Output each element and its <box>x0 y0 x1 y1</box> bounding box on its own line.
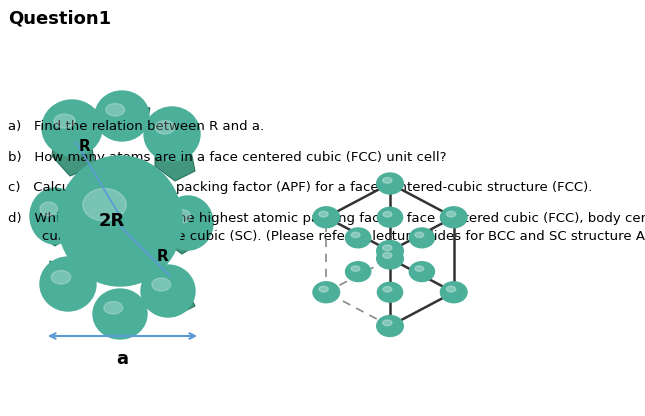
Ellipse shape <box>54 114 75 128</box>
Ellipse shape <box>93 289 147 339</box>
Ellipse shape <box>95 91 149 141</box>
Ellipse shape <box>104 302 123 314</box>
Ellipse shape <box>319 211 328 217</box>
Ellipse shape <box>141 265 195 317</box>
Ellipse shape <box>410 262 435 282</box>
Ellipse shape <box>415 232 424 238</box>
Ellipse shape <box>163 196 213 250</box>
Text: c)   Calculate the atomic packing factor (APF) for a face centered-cubic structu: c) Calculate the atomic packing factor (… <box>8 181 592 194</box>
Ellipse shape <box>441 282 467 303</box>
Ellipse shape <box>83 188 126 221</box>
Text: d)   Which structure has the highest atomic packing factor: face centered cubic : d) Which structure has the highest atomi… <box>8 212 645 225</box>
Ellipse shape <box>446 286 456 292</box>
Ellipse shape <box>351 266 360 271</box>
Ellipse shape <box>377 240 403 261</box>
Ellipse shape <box>319 286 328 292</box>
Ellipse shape <box>346 262 371 282</box>
Ellipse shape <box>415 266 424 271</box>
Text: R: R <box>78 139 90 154</box>
Ellipse shape <box>30 188 80 244</box>
Text: a: a <box>117 350 128 368</box>
Ellipse shape <box>382 245 392 251</box>
Ellipse shape <box>144 107 200 161</box>
Ellipse shape <box>313 207 339 228</box>
Ellipse shape <box>377 282 402 302</box>
Ellipse shape <box>446 211 456 217</box>
Ellipse shape <box>383 212 392 217</box>
Ellipse shape <box>377 316 403 337</box>
Ellipse shape <box>58 156 182 286</box>
Ellipse shape <box>382 178 392 183</box>
Polygon shape <box>150 271 195 316</box>
Polygon shape <box>95 300 148 328</box>
Ellipse shape <box>42 100 102 156</box>
Ellipse shape <box>346 228 371 248</box>
Ellipse shape <box>441 207 467 228</box>
Ellipse shape <box>313 282 339 303</box>
Text: Question1: Question1 <box>8 10 111 28</box>
Text: cubic (BCC) or simple cubic (SC). (Please refer to lecture slides for BCC and SC: cubic (BCC) or simple cubic (SC). (Pleas… <box>8 230 645 243</box>
Polygon shape <box>40 204 72 246</box>
Polygon shape <box>168 214 198 254</box>
Ellipse shape <box>382 320 392 326</box>
Polygon shape <box>155 131 195 181</box>
Text: 2R: 2R <box>99 212 125 230</box>
Text: b)   How many atoms are in a face centered cubic (FCC) unit cell?: b) How many atoms are in a face centered… <box>8 151 446 163</box>
Text: a)   Find the relation between R and a.: a) Find the relation between R and a. <box>8 120 264 133</box>
Ellipse shape <box>40 202 57 216</box>
Ellipse shape <box>40 257 96 311</box>
Ellipse shape <box>383 287 392 292</box>
Ellipse shape <box>155 121 175 134</box>
Ellipse shape <box>51 270 71 284</box>
Ellipse shape <box>95 198 122 218</box>
Ellipse shape <box>106 104 124 116</box>
Ellipse shape <box>382 253 392 258</box>
Polygon shape <box>97 101 150 134</box>
Ellipse shape <box>377 207 402 227</box>
Ellipse shape <box>351 232 360 238</box>
Polygon shape <box>52 116 95 176</box>
Ellipse shape <box>377 173 403 194</box>
Ellipse shape <box>173 210 190 223</box>
Text: R: R <box>156 249 168 264</box>
Ellipse shape <box>152 278 171 291</box>
Polygon shape <box>48 256 90 298</box>
Ellipse shape <box>377 248 403 269</box>
Ellipse shape <box>410 228 435 248</box>
Ellipse shape <box>80 178 156 258</box>
